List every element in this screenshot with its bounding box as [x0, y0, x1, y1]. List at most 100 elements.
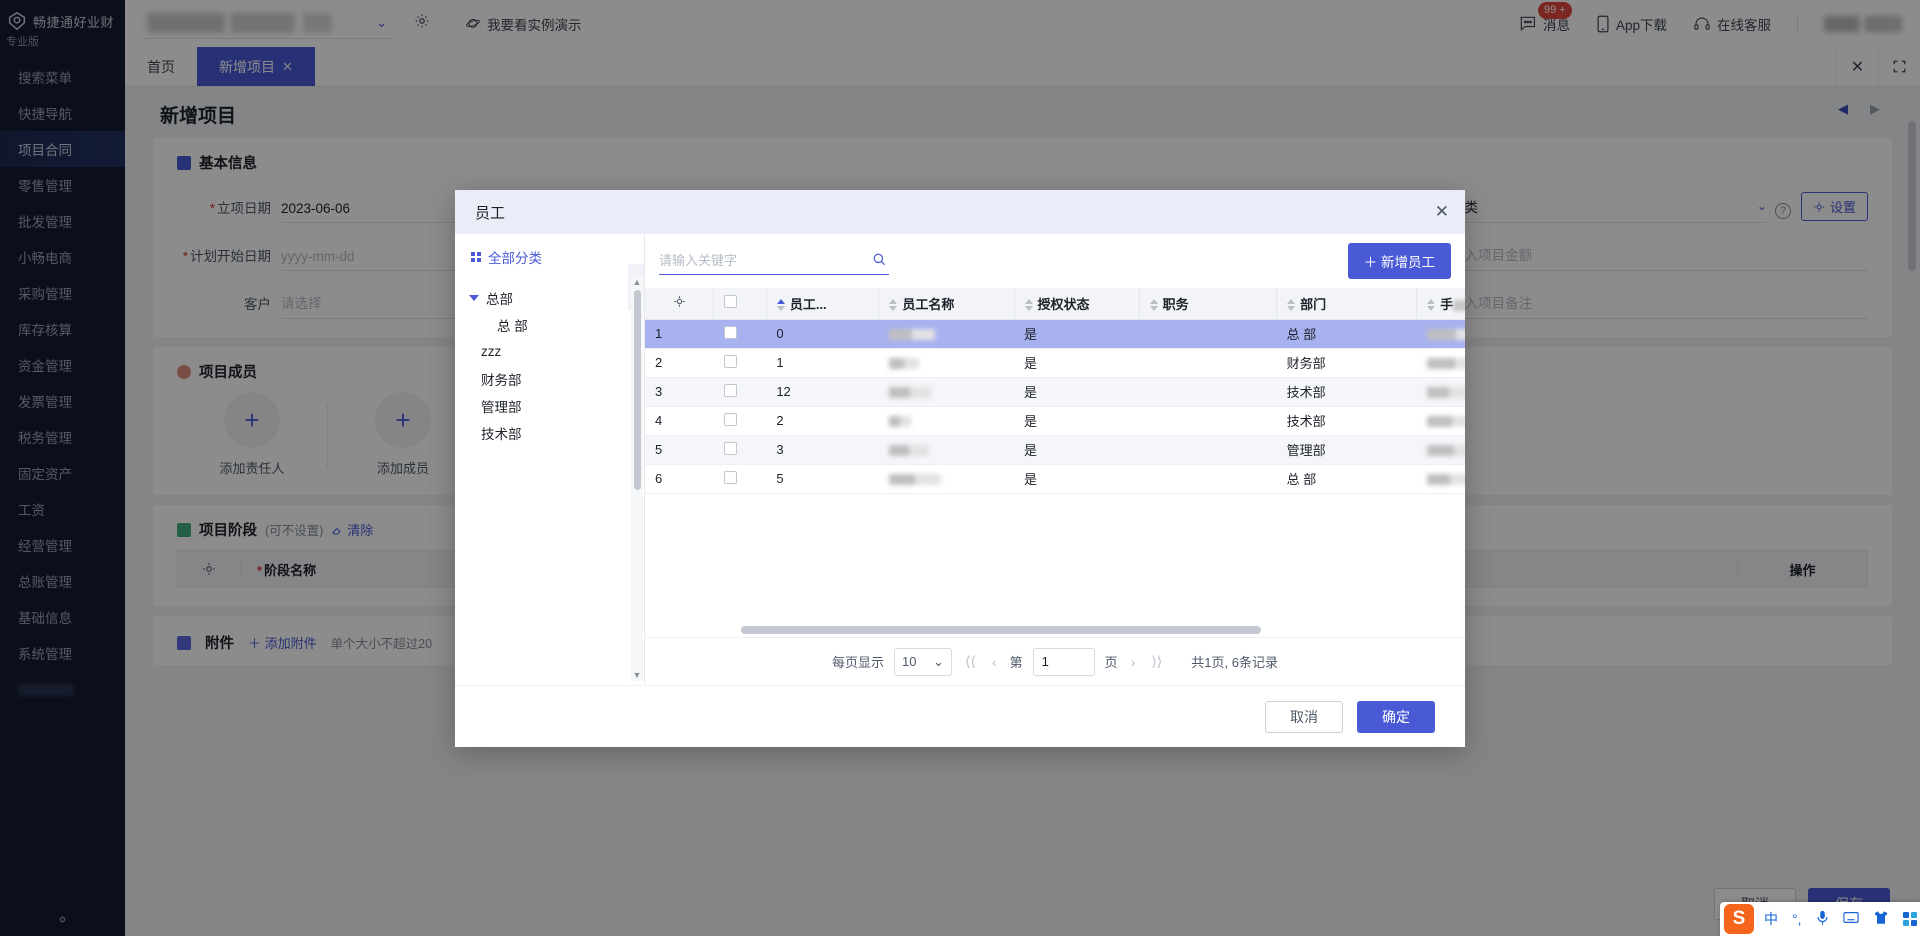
column-header-dept[interactable]: 部门 [1276, 288, 1418, 320]
tree-scroll-thumb[interactable] [633, 290, 641, 490]
sort-icon[interactable] [1024, 299, 1033, 312]
hscroll-track[interactable] [741, 626, 1455, 634]
last-page-icon[interactable]: ⟩⟩ [1151, 653, 1163, 669]
all-categories-item[interactable]: 全部分类 [455, 234, 644, 280]
page-scrollbar[interactable] [1908, 87, 1918, 936]
search-icon[interactable] [872, 252, 889, 270]
tshirt-icon[interactable] [1873, 910, 1889, 928]
row-checkbox[interactable] [723, 383, 737, 397]
row-checkbox[interactable] [723, 354, 737, 368]
per-page-select[interactable]: 10 ⌄ [894, 647, 953, 676]
search-box[interactable] [659, 247, 889, 275]
scroll-down-icon[interactable]: ▼ [632, 670, 642, 680]
add-attachment-button[interactable]: ＋ 添加附件 [248, 636, 317, 651]
sort-icon[interactable] [776, 299, 785, 312]
triangle-left-icon[interactable]: ◀ [1838, 101, 1848, 116]
app-download-button[interactable]: App下载 [1596, 14, 1667, 34]
topbar-gear-icon[interactable] [413, 12, 431, 35]
column-header-phone[interactable]: 手 [1416, 288, 1465, 320]
sidebar-item-12[interactable]: 工资 [0, 491, 125, 527]
column-header-job[interactable]: 职务 [1139, 288, 1278, 320]
table-row[interactable]: 5 3 是 管理部 [645, 435, 1465, 465]
table-row[interactable]: 1 0 是 总 部 [645, 319, 1465, 349]
next-page-icon[interactable]: › [1130, 653, 1136, 670]
column-settings-gear-icon[interactable] [645, 288, 715, 320]
page-scroll-thumb[interactable] [1908, 121, 1916, 271]
close-tab-button[interactable]: ✕ [1836, 47, 1878, 86]
stages-gear-icon[interactable] [178, 562, 240, 576]
tree-node-2[interactable]: zzz [455, 338, 644, 365]
tree-node-0[interactable]: 总部 [455, 284, 644, 311]
sort-icon[interactable] [889, 299, 898, 312]
row-checkbox[interactable] [723, 325, 737, 339]
hscroll-thumb[interactable] [741, 626, 1261, 634]
sort-icon[interactable] [1427, 299, 1436, 312]
sidebar-item-9[interactable]: 发票管理 [0, 383, 125, 419]
search-input[interactable] [659, 253, 872, 268]
sidebar-item-6[interactable]: 采购管理 [0, 275, 125, 311]
sidebar-item-15[interactable]: 基础信息 [0, 599, 125, 635]
column-header-name[interactable]: 员工名称 [878, 288, 1015, 320]
question-circle-icon[interactable]: ? [1774, 203, 1791, 219]
column-header-code[interactable]: 员工... [766, 288, 880, 320]
sidebar-item-11[interactable]: 固定资产 [0, 455, 125, 491]
table-row[interactable]: 4 2 是 技术部 [645, 406, 1465, 436]
ime-language-button[interactable]: 中 [1764, 911, 1778, 927]
tab-home[interactable]: 首页 [125, 47, 197, 86]
sidebar-item-8[interactable]: 资金管理 [0, 347, 125, 383]
demo-link[interactable]: 我要看实例演示 [465, 14, 582, 34]
select-all-checkbox[interactable] [724, 295, 738, 309]
tree-node-3[interactable]: 财务部 [455, 365, 644, 392]
modal-ok-button[interactable]: 确定 [1357, 700, 1435, 733]
fullscreen-button[interactable] [1878, 47, 1920, 86]
sidebar-item-14[interactable]: 总账管理 [0, 563, 125, 599]
sidebar-item-5[interactable]: 小畅电商 [0, 239, 125, 275]
row-checkbox[interactable] [723, 470, 737, 484]
modal-close-icon[interactable]: ✕ [1434, 202, 1449, 221]
settings-button[interactable]: 设置 [1800, 192, 1868, 221]
tab-new-project[interactable]: 新增项目 ✕ [197, 47, 315, 86]
table-row[interactable]: 6 5 是 总 部 [645, 464, 1465, 494]
microphone-icon[interactable] [1816, 910, 1829, 929]
tree-scroll-track[interactable] [633, 290, 641, 667]
column-header-auth[interactable]: 授权状态 [1014, 288, 1140, 320]
modal-cancel-button[interactable]: 取消 [1265, 700, 1343, 733]
org-selector[interactable]: ⌄ [143, 9, 393, 39]
tree-node-4[interactable]: 管理部 [455, 392, 644, 419]
sort-icon[interactable] [1149, 299, 1158, 312]
sidebar-item-7[interactable]: 库存核算 [0, 311, 125, 347]
row-checkbox[interactable] [723, 441, 737, 455]
add-owner-button[interactable]: + 添加责任人 [177, 392, 327, 477]
table-horizontal-scrollbar[interactable] [645, 623, 1465, 637]
sidebar-item-redacted[interactable] [0, 671, 125, 707]
sidebar-item-10[interactable]: 税务管理 [0, 419, 125, 455]
sidebar-item-4[interactable]: 批发管理 [0, 203, 125, 239]
sogou-logo-icon[interactable]: S [1724, 904, 1754, 934]
sidebar-item-3[interactable]: 零售管理 [0, 167, 125, 203]
keyboard-icon[interactable] [1842, 911, 1859, 927]
clear-stages-button[interactable]: 清除 [331, 520, 373, 539]
tree-node-5[interactable]: 技术部 [455, 419, 644, 446]
triangle-right-icon[interactable]: ▶ [1870, 101, 1880, 116]
first-page-icon[interactable]: ⟨⟨ [965, 653, 976, 669]
prev-page-icon[interactable]: ‹ [991, 653, 997, 670]
caret-down-icon[interactable] [469, 294, 479, 301]
sidebar-item-16[interactable]: 系统管理 [0, 635, 125, 671]
ime-punctuation-button[interactable]: °, [1792, 911, 1802, 927]
tree-node-1[interactable]: 总 部 [455, 311, 644, 338]
sidebar-item-2[interactable]: 项目合同 [0, 131, 125, 167]
sidebar-item-1[interactable]: 快捷导航 [0, 95, 125, 131]
scroll-up-icon[interactable]: ▲ [632, 277, 642, 287]
column-header-check[interactable] [713, 288, 767, 320]
sidebar-item-0[interactable]: 搜索菜单 [0, 59, 125, 95]
add-member-button[interactable]: + 添加成员 [328, 392, 478, 477]
sidebar-gear-icon[interactable] [0, 911, 125, 928]
sidebar-item-13[interactable]: 经营管理 [0, 527, 125, 563]
row-checkbox[interactable] [723, 412, 737, 426]
table-row[interactable]: 2 1 是 财务部 [645, 348, 1465, 378]
online-support-button[interactable]: 在线客服 [1693, 14, 1771, 34]
add-employee-button[interactable]: ＋ 新增员工 [1347, 243, 1451, 279]
sort-icon[interactable] [1287, 299, 1296, 312]
page-input[interactable] [1032, 647, 1095, 676]
